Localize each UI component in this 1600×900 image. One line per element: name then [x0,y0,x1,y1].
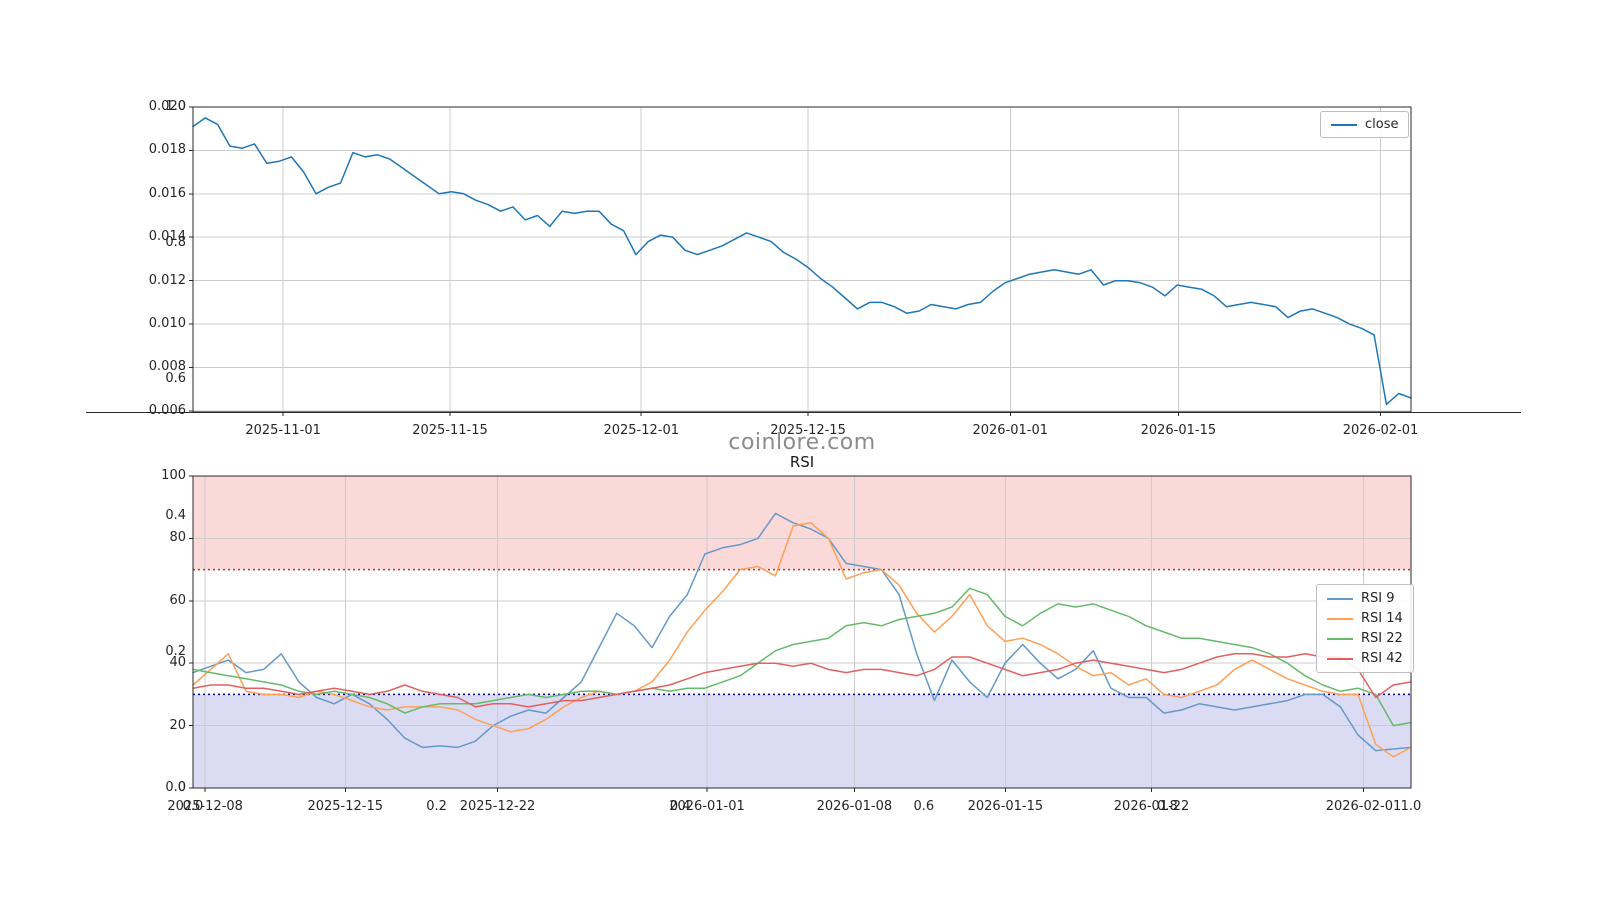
rsi-14-line-swatch [1327,617,1353,620]
series-line-close [192,117,1412,406]
y-tick-label: 40 [169,655,186,671]
x-tick-label: 2025-12-08 [167,799,243,814]
overlay-y-tick-label: 0.8 [165,235,186,251]
overlay-x-tick-label: 0.2 [426,799,447,814]
rsi-22-line-swatch [1327,637,1353,640]
x-tick-label: 2026-02-01 [1325,799,1402,814]
legend-label-rsi-9: RSI 9 [1361,591,1395,606]
legend-label-rsi-42: RSI 42 [1361,651,1403,666]
y-tick-label: 0.016 [148,185,186,201]
oversold-band [193,694,1411,788]
x-tick-label: 2026-01-01 [972,423,1049,438]
legend-label-close: close [1365,117,1399,132]
y-tick-label: 0.010 [148,316,186,332]
legend-item-rsi-14: RSI 14 [1327,610,1403,627]
overbought-band [193,476,1411,570]
legend-item-rsi-9: RSI 9 [1327,590,1395,607]
plot-border [192,106,1412,413]
overlay-y-tick-label: 0.0 [165,780,186,795]
overlay-x-tick-label: 0.8 [1157,799,1178,814]
x-tick-label: 2026-01-15 [1140,423,1217,438]
x-tick-label: 2026-02-01 [1342,423,1419,438]
y-tick-label: 80 [169,530,186,546]
x-tick-label: 2025-12-15 [307,799,384,814]
overlay-y-tick-label: 0.6 [165,371,186,387]
legend-label-rsi-22: RSI 22 [1361,631,1403,646]
y-tick-label: 0.018 [148,142,186,158]
x-tick-label: 2026-01-15 [967,799,1044,814]
close-line-swatch [1331,123,1357,126]
series-line-rsi-22 [192,587,1412,727]
rsi-9-line-swatch [1327,597,1353,600]
x-tick-label: 2025-12-15 [770,423,846,438]
x-tick-label: 2026-01-22 [1113,799,1190,814]
y-tick-label: 20 [169,717,186,733]
legend-label-rsi-14: RSI 14 [1361,611,1403,626]
rsi-chart-title: RSI [789,453,815,471]
x-tick-label: 2025-12-22 [459,799,536,814]
overlay-x-tick-label: 0.0 [182,799,204,814]
x-tick-label: 2025-11-15 [412,423,488,438]
watermark: coinlore.com [728,430,876,455]
y-tick-label: 0.006 [148,402,186,418]
overlay-y-tick-label: 0.2 [165,643,186,659]
legend-rsi: RSI 9 RSI 14 RSI 22 RSI 42 [1316,584,1414,673]
legend-item-rsi-42: RSI 42 [1327,650,1403,667]
legend-item-rsi-22: RSI 22 [1327,630,1403,647]
overlay-x-tick-label: 0.4 [669,799,691,814]
y-tick-label: 0 [177,780,186,795]
overlay-x-tick-label: 1.0 [1400,799,1422,814]
x-tick-label: 2026-01-01 [669,799,745,814]
rsi-42-line-swatch [1327,657,1353,660]
y-tick-label: 0.012 [148,272,186,288]
series-line-rsi-42 [192,653,1412,708]
overlay-x-tick-label: 0.6 [913,799,935,814]
x-tick-label: 2026-01-08 [816,799,893,814]
y-tick-label: 60 [169,592,186,608]
overlay-y-tick-label: 1.0 [165,99,186,114]
x-tick-label: 2025-11-01 [245,423,321,438]
legend-close: close [1320,111,1410,138]
overlay-y-tick-label: 0.4 [165,507,186,523]
y-tick-label: 0.008 [148,359,186,375]
y-tick-label: 100 [161,468,186,483]
x-tick-label: 2025-12-01 [603,423,679,438]
y-tick-label: 0.020 [148,99,186,114]
y-tick-label: 0.014 [148,229,186,245]
series-line-rsi-9 [192,512,1412,752]
